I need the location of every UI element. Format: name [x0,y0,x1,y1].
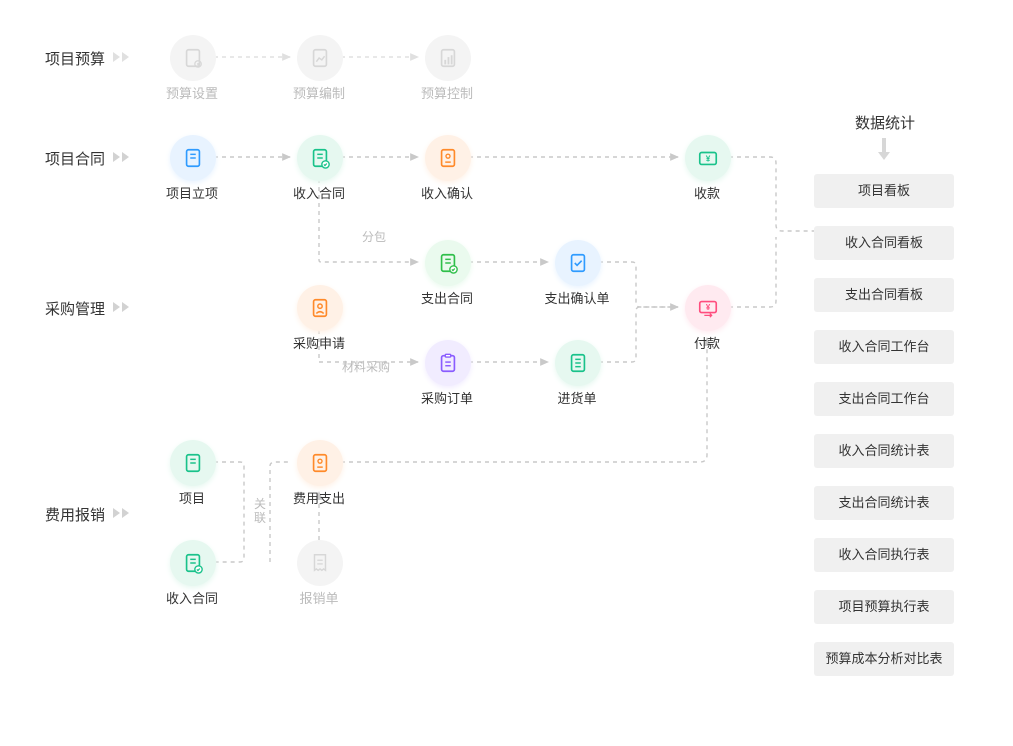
node-incContract[interactable] [297,135,343,181]
stats-btn-9[interactable]: 预算成本分析对比表 [814,642,954,676]
stats-btn-0[interactable]: 项目看板 [814,174,954,208]
stats-btn-6[interactable]: 支出合同统计表 [814,486,954,520]
section-expense: 费用报销 [45,504,105,525]
small-label-1: 材料采购 [342,358,390,375]
node-budgetCtrl[interactable] [425,35,471,81]
stats-title: 数据统计 [855,112,915,133]
svg-text:¥: ¥ [706,155,711,164]
node-outConfirm[interactable] [555,240,601,286]
stats-btn-3[interactable]: 收入合同工作台 [814,330,954,364]
stats-btn-7[interactable]: 收入合同执行表 [814,538,954,572]
stats-btn-5[interactable]: 收入合同统计表 [814,434,954,468]
node-label-expenseOut: 费用支出 [293,488,345,507]
node-label-budgetCtrl: 预算控制 [421,83,473,102]
node-receipt[interactable]: ¥ [685,135,731,181]
small-label-0: 分包 [362,228,386,245]
node-label-outConfirm: 支出确认单 [544,288,609,307]
node-purchaseOrder[interactable] [425,340,471,386]
section-budget: 项目预算 [45,48,105,69]
node-incConfirm[interactable] [425,135,471,181]
node-incContract2[interactable] [170,540,216,586]
node-label-incContract2: 收入合同 [166,588,218,607]
node-budgetEdit[interactable] [297,35,343,81]
node-label-receipt: 收款 [694,183,720,202]
node-label-projSetup: 项目立项 [166,183,218,202]
node-label-incConfirm: 收入确认 [421,183,473,202]
node-purchaseReq[interactable] [297,285,343,331]
node-reimburse[interactable] [297,540,343,586]
node-outContract[interactable] [425,240,471,286]
node-label-incContract: 收入合同 [293,183,345,202]
section-purchase: 采购管理 [45,298,105,319]
node-label-outContract: 支出合同 [421,288,473,307]
diagram-canvas: 项目预算项目合同采购管理费用报销预算设置预算编制预算控制项目立项收入合同收入确认… [0,0,1013,746]
node-projSetup[interactable] [170,135,216,181]
node-label-budgetEdit: 预算编制 [293,83,345,102]
node-project2[interactable] [170,440,216,486]
node-label-goodsIn: 进货单 [557,388,596,407]
node-label-purchaseOrder: 采购订单 [421,388,473,407]
node-label-payment: 付款 [694,333,720,352]
vlabel-0: 关 联 [254,497,266,525]
node-label-project2: 项目 [179,488,205,507]
section-contract: 项目合同 [45,148,105,169]
node-label-purchaseReq: 采购申请 [293,333,345,352]
stats-btn-8[interactable]: 项目预算执行表 [814,590,954,624]
node-expenseOut[interactable] [297,440,343,486]
stats-btn-4[interactable]: 支出合同工作台 [814,382,954,416]
node-label-budgetSetup: 预算设置 [166,83,218,102]
stats-btn-1[interactable]: 收入合同看板 [814,226,954,260]
node-payment[interactable]: ¥ [685,285,731,331]
node-goodsIn[interactable] [555,340,601,386]
svg-text:¥: ¥ [706,303,711,312]
stats-btn-2[interactable]: 支出合同看板 [814,278,954,312]
node-budgetSetup[interactable] [170,35,216,81]
node-label-reimburse: 报销单 [299,588,338,607]
